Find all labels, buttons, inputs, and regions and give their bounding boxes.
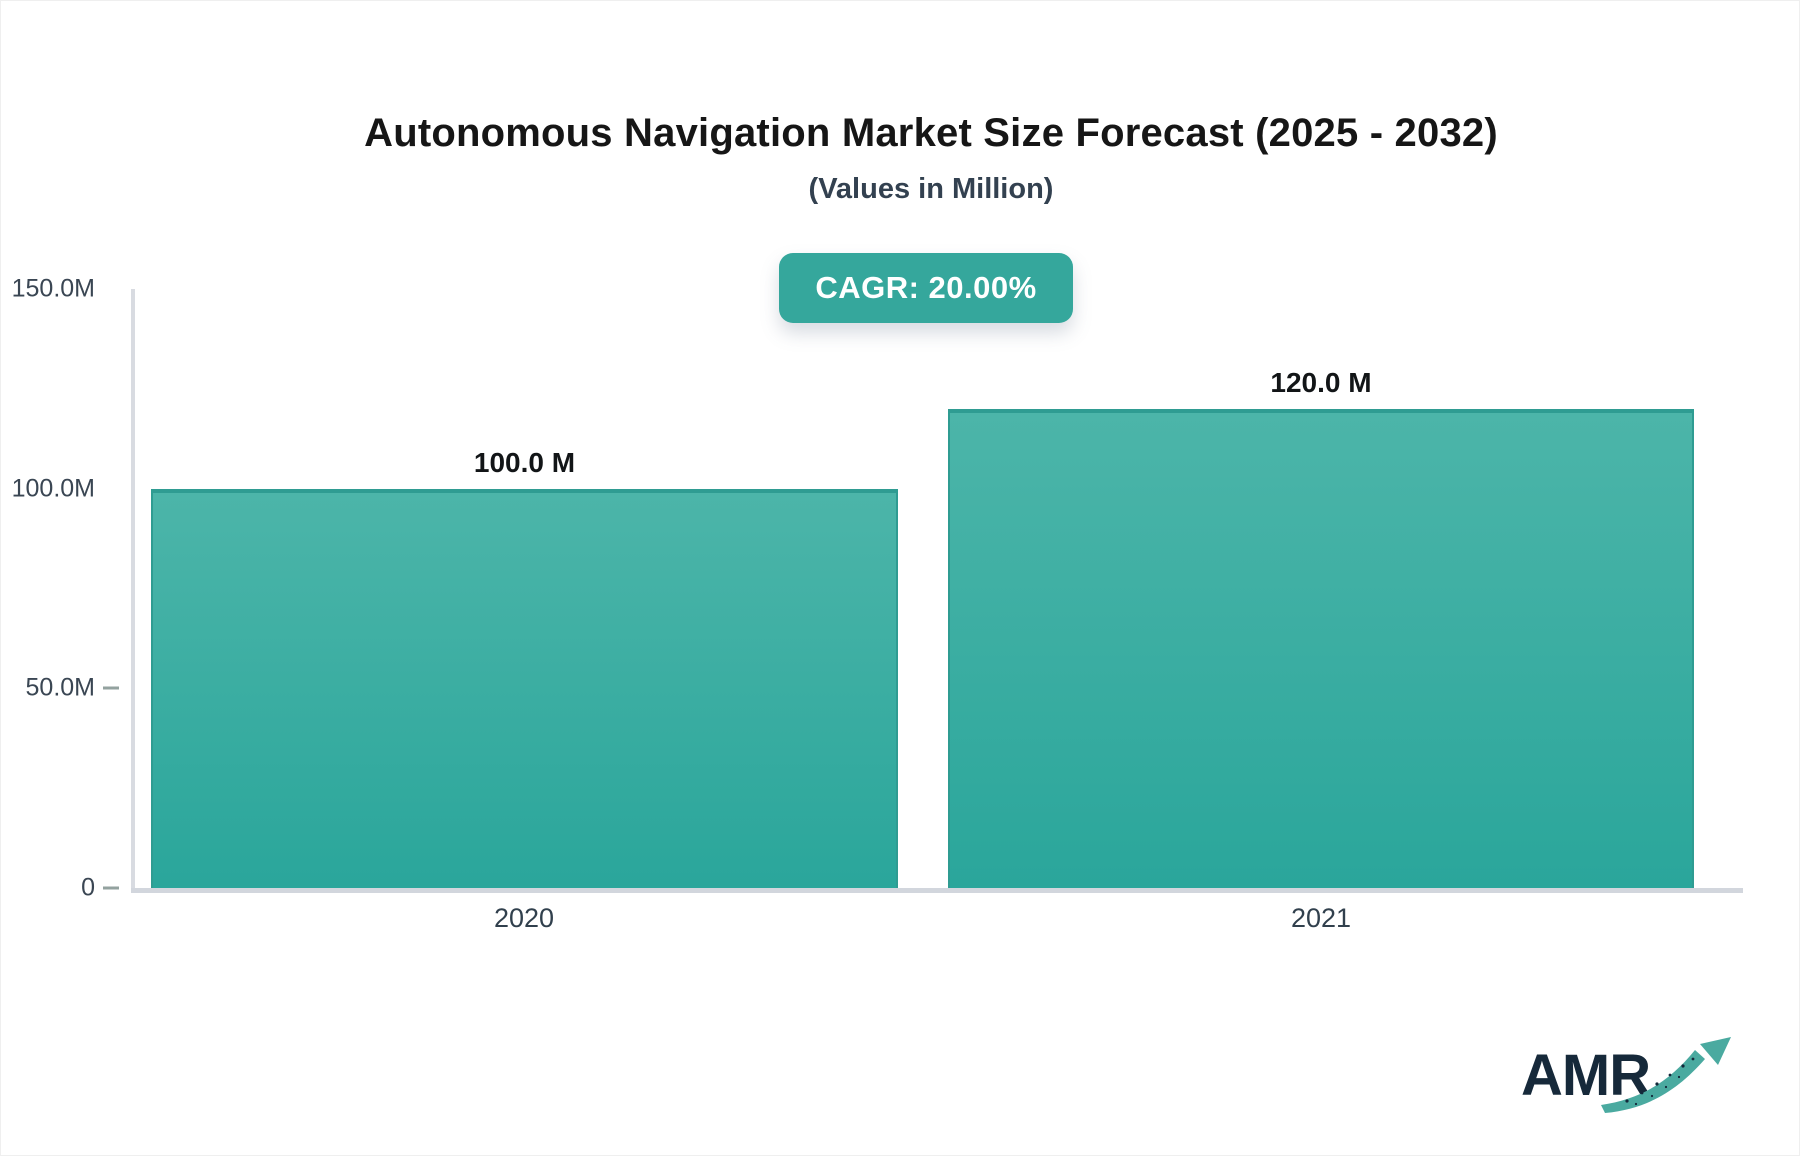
y-tick-0: 0 — [1, 874, 119, 903]
amr-logo-text: AMR — [1521, 1043, 1650, 1108]
y-tick-50m: 50.0M — [1, 674, 119, 703]
y-tick-label: 0 — [81, 873, 95, 902]
chart-subtitle: (Values in Million) — [808, 173, 1054, 205]
amr-logo-arrow-dots — [1625, 1057, 1695, 1106]
y-tick-100m: 100.0M — [1, 474, 119, 503]
y-axis-line — [131, 289, 135, 888]
cagr-badge-label: CAGR: 20.00% — [815, 270, 1037, 305]
amr-logo-arrow-head — [1700, 1037, 1731, 1065]
bar-value-label-2021: 120.0 M — [1270, 366, 1372, 398]
bar-rect-2020[interactable] — [151, 488, 898, 888]
tick-dash — [103, 686, 119, 690]
plot-area: 100.0 M 120.0 M — [131, 289, 1743, 893]
y-tick-label: 150.0M — [11, 274, 95, 303]
amr-logo: AMR — [1521, 1037, 1731, 1113]
cagr-badge: CAGR: 20.00% — [779, 253, 1073, 323]
x-axis-label-2020: 2020 — [493, 903, 555, 933]
bar-2021[interactable]: 120.0 M — [948, 367, 1694, 888]
y-tick-150m: 150.0M — [1, 275, 119, 304]
chart-title: Autonomous Navigation Market Size Foreca… — [364, 111, 1498, 155]
bar-2020[interactable]: 100.0 M — [151, 447, 898, 888]
x-axis-label-2021: 2021 — [1290, 903, 1352, 933]
bar-rect-2021[interactable] — [948, 408, 1694, 888]
amr-logo-arrow-swoosh — [1601, 1050, 1705, 1113]
bar-value-label-2020: 100.0 M — [473, 446, 576, 478]
y-tick-label: 100.0M — [11, 474, 95, 503]
tick-dash — [103, 886, 119, 890]
y-axis: 150.0M 100.0M 50.0M 0 — [1, 275, 119, 902]
x-axis-line — [131, 888, 1743, 893]
y-tick-label: 50.0M — [25, 673, 95, 702]
